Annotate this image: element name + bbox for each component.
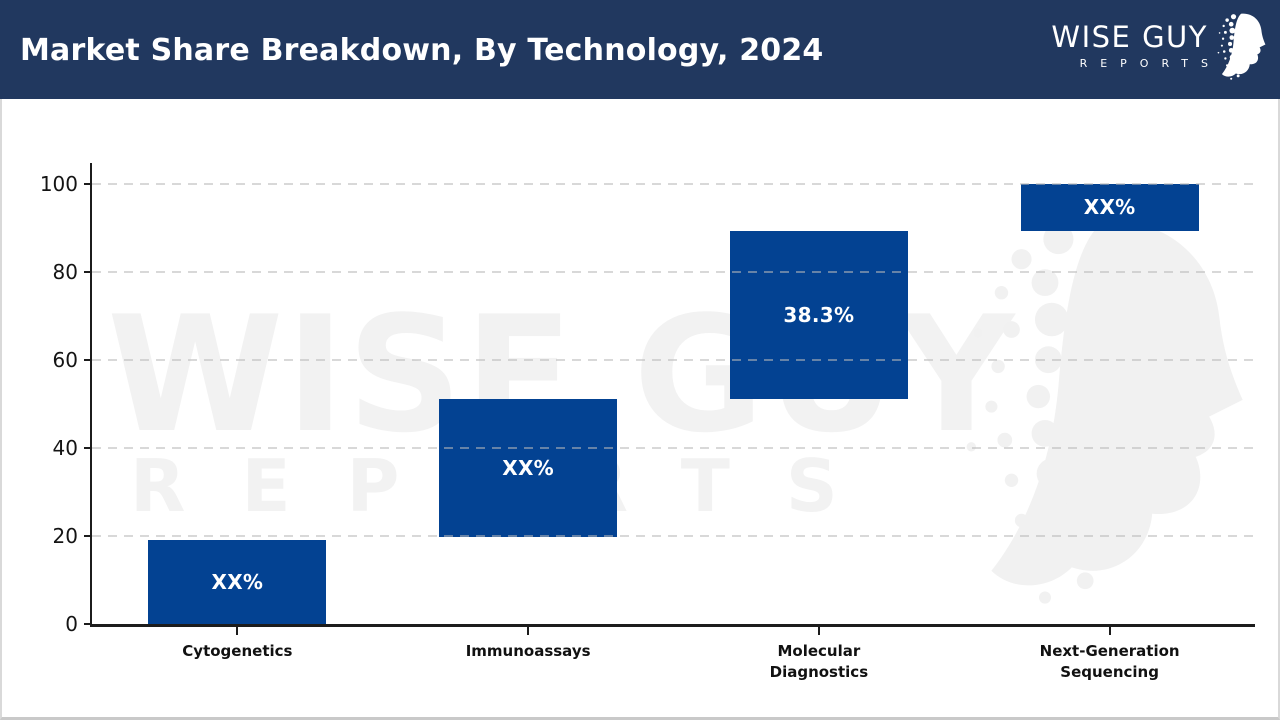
y-tick-40 [84, 447, 92, 449]
chart-title: Market Share Breakdown, By Technology, 2… [20, 33, 824, 68]
header: Market Share Breakdown, By Technology, 2… [0, 0, 1280, 99]
gridline-100 [92, 183, 1255, 185]
y-tick-label-0: 0 [65, 612, 78, 636]
brand-logo: WISE GUY REPORTS [1051, 20, 1208, 70]
bar-value-label: XX% [211, 569, 264, 594]
bar-next-generation-sequencing: XX% [1020, 184, 1199, 231]
x-tick-cytogenetics [236, 627, 239, 635]
x-axis-label-molecular-diagnostics: Molecular Diagnostics [769, 642, 869, 681]
brand-head-icon [1217, 13, 1266, 80]
bar-value-label: XX% [502, 456, 555, 481]
bar-immunoassays: XX% [439, 399, 618, 537]
x-tick-molecular-diagnostics [817, 627, 820, 635]
x-axis-label-cytogenetics: Cytogenetics [182, 642, 293, 660]
brand-subtitle: REPORTS [1079, 56, 1221, 70]
gridline-80 [92, 271, 1255, 273]
y-tick-label-20: 20 [52, 524, 78, 548]
y-tick-0 [84, 623, 92, 625]
y-tick-label-60: 60 [52, 348, 78, 372]
y-tick-20 [84, 535, 92, 537]
plot-area: 0 20 40 60 80 100 XX% Cytogenetics XX% Immunoassa… [40, 163, 1255, 681]
x-axis-label-immunoassays: Immunoassays [465, 642, 591, 660]
y-tick-80 [84, 271, 92, 273]
y-tick-label-80: 80 [52, 260, 78, 284]
bar-value-label: XX% [1083, 195, 1136, 220]
gridline-20 [92, 535, 1255, 537]
x-axis-label-next-generation-sequencing: Next-Generation Sequencing [1039, 642, 1180, 681]
y-tick-100 [84, 183, 92, 185]
brand-name: WISE GUY [1051, 20, 1208, 54]
x-tick-next-generation-sequencing [1108, 627, 1111, 635]
bar-value-label: 38.3% [783, 302, 855, 327]
y-tick-label-100: 100 [39, 172, 78, 196]
bar-molecular-diagnostics: 38.3% [729, 230, 908, 400]
y-tick-60 [84, 359, 92, 361]
y-tick-label-40: 40 [52, 436, 78, 460]
chart-area: WISE GUY REPORTS 020406080100XX%Cytogene… [0, 99, 1280, 720]
bar-cytogenetics: XX% [148, 539, 327, 624]
gridline-40 [92, 447, 1255, 449]
x-tick-immunoassays [527, 627, 530, 635]
gridline-60 [92, 359, 1255, 361]
